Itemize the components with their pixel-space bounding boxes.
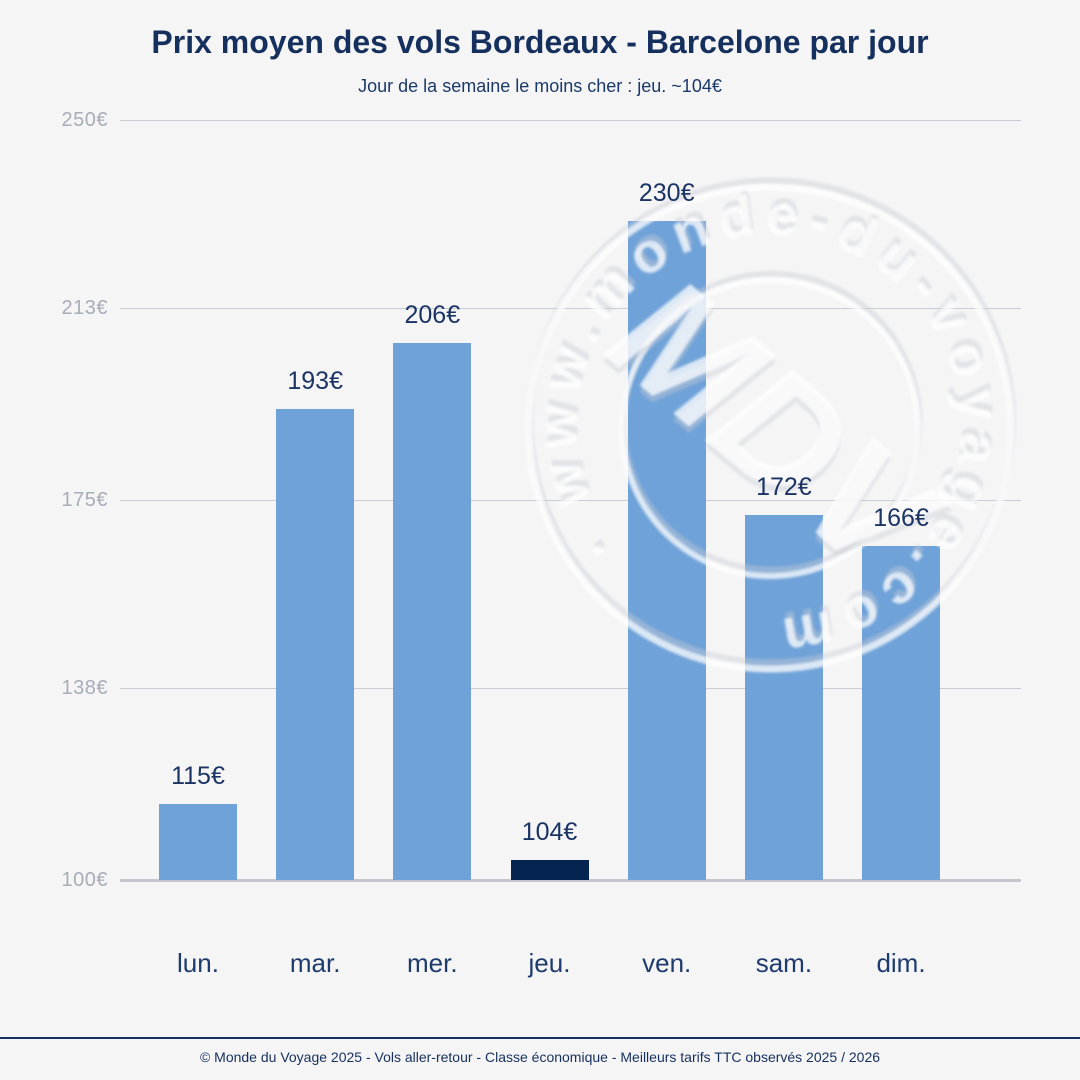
footer-divider <box>0 1037 1080 1039</box>
bar-dim <box>862 545 940 880</box>
y-axis-label: 100€ <box>61 869 108 891</box>
y-axis-label: 175€ <box>61 489 108 511</box>
page-title: Prix moyen des vols Bordeaux - Barcelone… <box>151 24 929 60</box>
bar-lun <box>159 804 237 880</box>
footer-credit: © Monde du Voyage 2025 - Vols aller-reto… <box>199 1049 881 1065</box>
x-axis-label-mar: mar. <box>289 948 341 978</box>
x-axis-label-sam: sam. <box>755 948 813 978</box>
x-axis-label-mer: mer. <box>407 948 458 978</box>
gridline <box>120 307 1021 309</box>
bar-value-label: 166€ <box>873 503 929 532</box>
y-axis-label: 250€ <box>61 109 108 131</box>
bar-value-label: 104€ <box>521 817 578 846</box>
x-axis-label-ven: ven. <box>642 948 692 978</box>
x-axis-baseline <box>120 879 1021 882</box>
gridline <box>120 500 1021 501</box>
gridline <box>120 687 1021 689</box>
x-axis-label-jeu: jeu. <box>528 948 571 978</box>
bar-value-label: 206€ <box>404 300 461 329</box>
bar-value-label: 230€ <box>638 179 695 208</box>
x-axis-label-dim: dim. <box>876 948 926 978</box>
y-axis-label: 213€ <box>61 296 108 319</box>
x-axis-label-lun: lun. <box>177 948 219 978</box>
y-axis-label: 138€ <box>61 676 108 699</box>
bar-mer <box>393 342 472 880</box>
gridline <box>120 120 1021 121</box>
page-subtitle: Jour de la semaine le moins cher : jeu. … <box>358 76 722 96</box>
bar-value-label: 193€ <box>287 366 343 395</box>
bar-sam <box>744 515 823 880</box>
bar-jeu <box>510 859 589 880</box>
bar-value-label: 172€ <box>756 473 812 502</box>
bar-ven <box>627 221 706 880</box>
bar-value-label: 115€ <box>171 762 225 790</box>
bar-mar <box>276 408 355 880</box>
